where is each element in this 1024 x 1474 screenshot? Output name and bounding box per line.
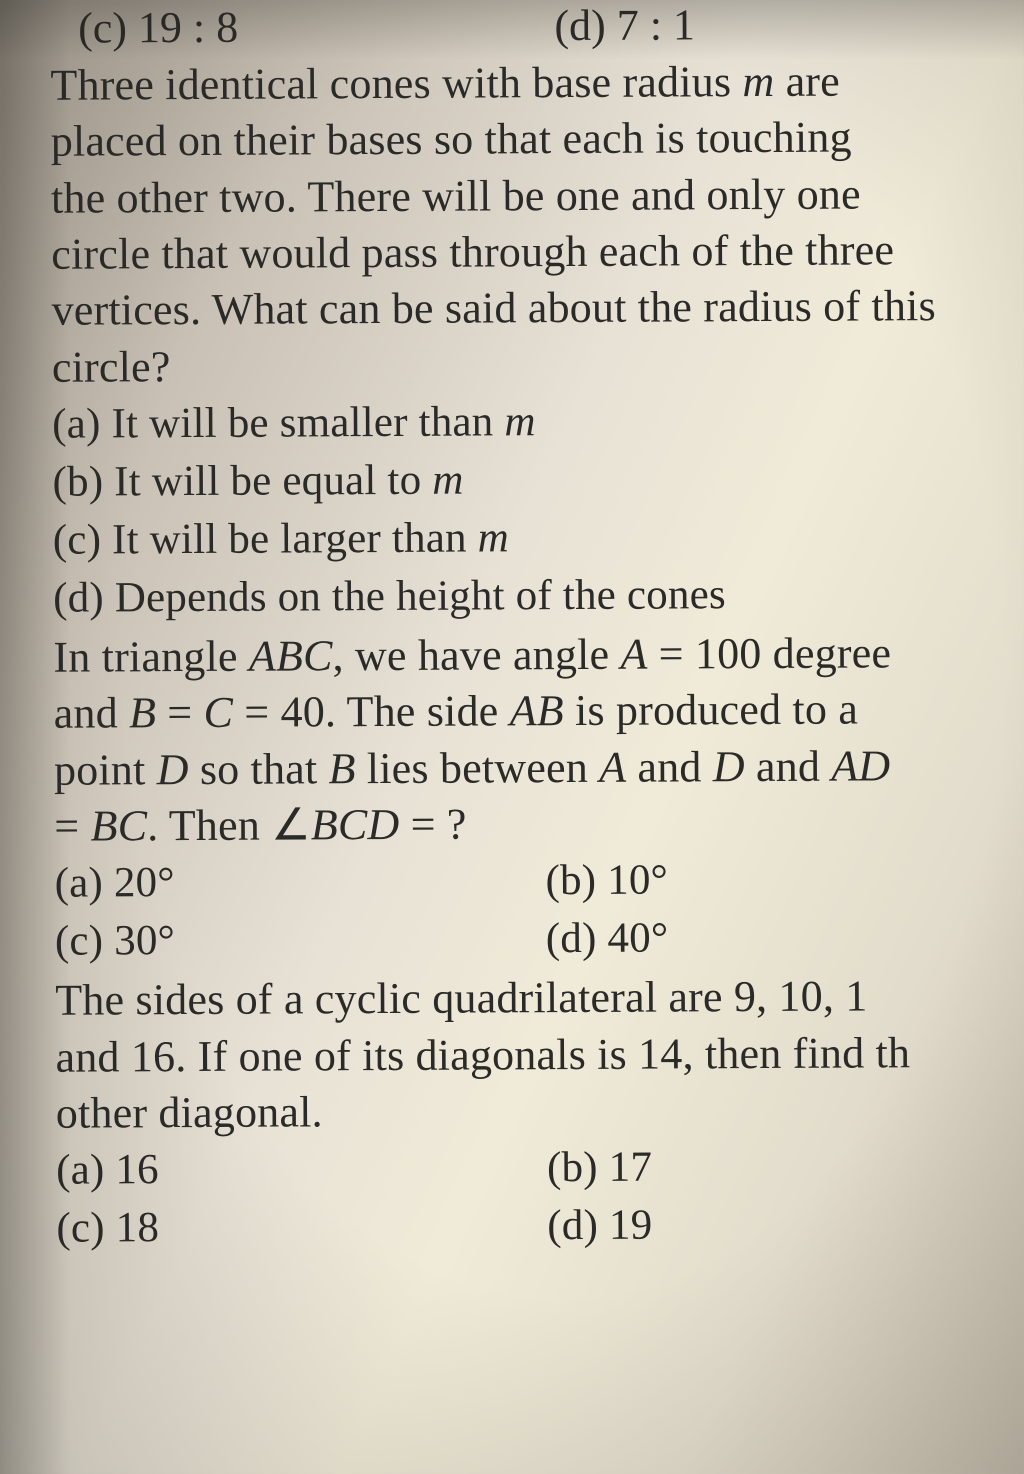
q2-l3g: and (626, 742, 713, 791)
q1-option-d: (d) Depends on the height of the cones (53, 565, 997, 628)
q2-options-row2: (c) 30° (d) 40° (55, 908, 999, 971)
q2-BCD: BCD (311, 800, 400, 849)
q2-l4c: . Then ∠ (147, 800, 311, 850)
q2-option-a: (a) 20° (54, 853, 545, 914)
q2-option-d: (d) 40° (546, 908, 999, 968)
q2-abc: ABC (249, 631, 333, 680)
q3-l3: other diagonal. (56, 1081, 1000, 1142)
q1-c-pre: (c) It will be larger than (53, 515, 478, 564)
q3-options-row1: (a) 16 (b) 17 (56, 1137, 1000, 1200)
q3-option-a: (a) 16 (56, 1140, 547, 1201)
q2-l3a: point (54, 745, 157, 795)
q2-AD: AD (831, 741, 890, 790)
q1-l1b: are (785, 57, 840, 106)
q3-stem: The sides of a cyclic quadrilateral are … (55, 968, 1000, 1142)
q2-option-b: (b) 10° (545, 850, 998, 910)
q1-a-pre: (a) It will be smaller than (52, 398, 504, 447)
q1-l2: placed on their bases so that each is to… (51, 109, 995, 170)
q1-option-c: (c) It will be larger than m (53, 507, 997, 570)
q2-stem: In triangle ABC, we have angle A = 100 d… (53, 625, 998, 855)
q2-A2: A (599, 742, 626, 791)
q1-l6: circle? (52, 334, 996, 395)
prev-options: (c) 19 : 8 (d) 7 : 1 (78, 0, 994, 58)
q2-l2g: is produced to a (564, 685, 858, 736)
q3-option-d: (d) 19 (547, 1195, 1000, 1255)
q3-l1: The sides of a cyclic quadrilateral are … (55, 968, 999, 1029)
q1-b-pre: (b) It will be equal to (52, 457, 432, 506)
q1-l5: vertices. What can be said about the rad… (51, 278, 995, 339)
q2-l3e: lies between (356, 743, 600, 793)
q3-option-b: (b) 17 (547, 1137, 1000, 1197)
q2-l2c: = (156, 688, 204, 737)
q2-option-c: (c) 30° (55, 911, 546, 972)
q1-l1a: Three identical cones with base radius (50, 57, 731, 110)
q2-AB: AB (510, 687, 564, 736)
q2-l2e: = 40. The side (233, 687, 510, 737)
q3-options-row2: (c) 18 (d) 19 (56, 1195, 1000, 1258)
q1-var-m-1: m (742, 57, 774, 106)
q2-B: B (129, 689, 156, 738)
q2-A: A (620, 630, 647, 679)
q2-l3i: and (745, 741, 832, 790)
q2-C: C (203, 688, 233, 737)
q2-options-row1: (a) 20° (b) 10° (54, 850, 998, 913)
q3-option-c: (c) 18 (56, 1198, 547, 1259)
q1-option-b: (b) It will be equal to m (52, 449, 996, 512)
q2-D: D (157, 745, 189, 794)
prev-option-d: (d) 7 : 1 (554, 0, 994, 55)
q2-BC: BC (90, 801, 147, 850)
q2-l1a: In triangle (53, 632, 249, 682)
q2-l4e: = ? (399, 800, 466, 849)
q2-l1c: , we have angle (332, 630, 620, 681)
q1-stem: Three identical cones with base radius m… (50, 53, 996, 396)
q2-D2: D (713, 742, 745, 791)
q1-l4: circle that would pass through each of t… (51, 222, 995, 283)
q1-option-a: (a) It will be smaller than m (52, 391, 996, 454)
q2-l4a: = (54, 802, 90, 851)
q3-l2: and 16. If one of its diagonals is 14, t… (55, 1025, 999, 1086)
q2-l1e: = 100 degree (647, 628, 891, 678)
q1-l3: the other two. There will be one and onl… (51, 165, 995, 226)
q1-c-m: m (478, 514, 510, 561)
q2-B2: B (328, 744, 355, 793)
q1-a-m: m (504, 398, 536, 445)
q2-l3c: so that (189, 744, 329, 794)
q2-l2a: and (54, 689, 130, 738)
prev-option-c: (c) 19 : 8 (78, 0, 555, 58)
q1-b-m: m (432, 457, 464, 504)
